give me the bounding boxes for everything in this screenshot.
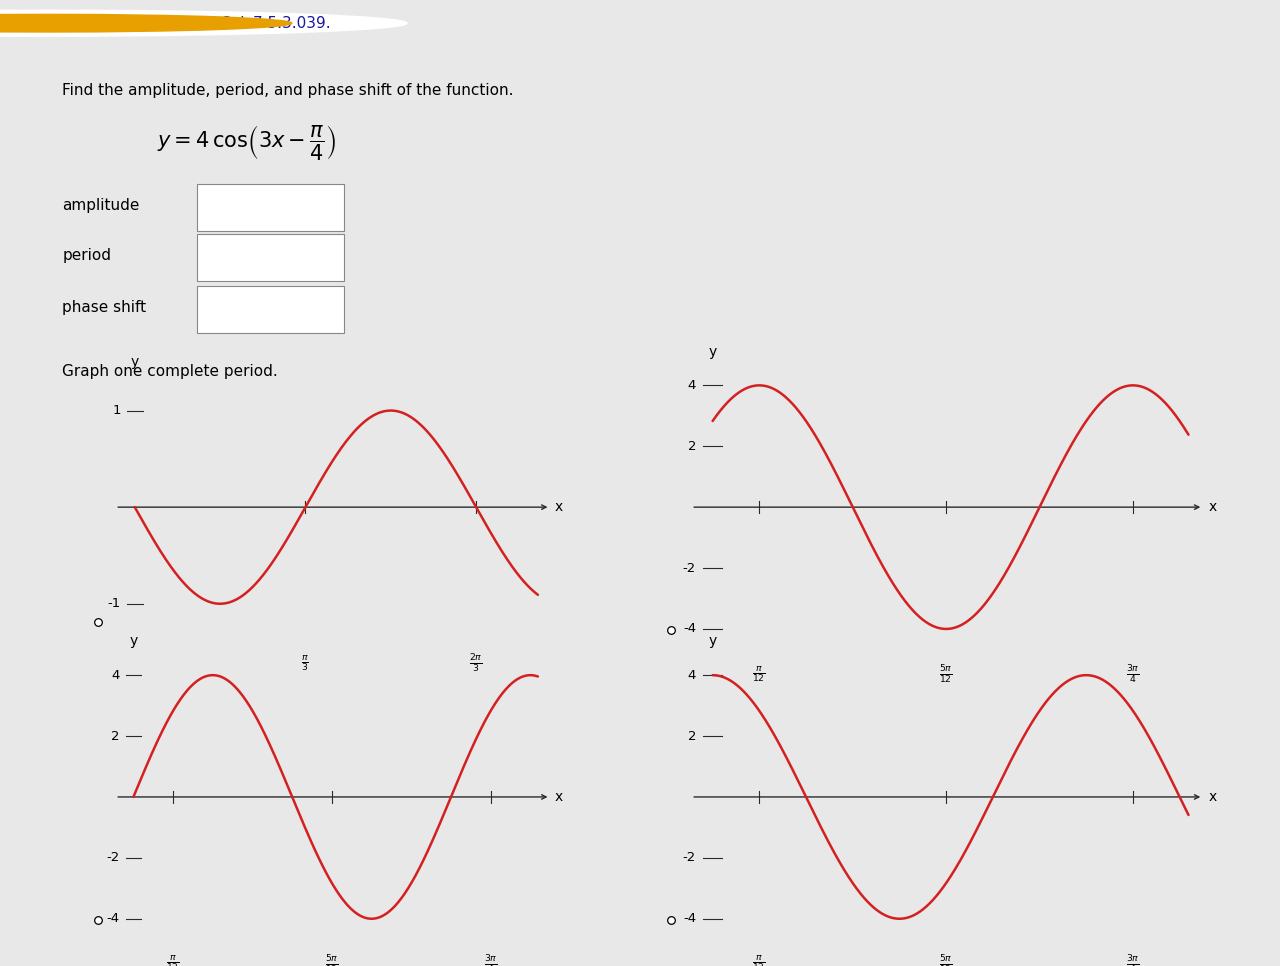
- Text: 4: 4: [687, 379, 696, 392]
- Text: y: y: [709, 635, 717, 648]
- Text: 2: 2: [687, 440, 696, 453]
- Text: $\frac{5\pi}{12}$: $\frac{5\pi}{12}$: [940, 664, 954, 686]
- Text: $\frac{5\pi}{12}$: $\frac{5\pi}{12}$: [940, 953, 954, 966]
- Text: 14.: 14.: [15, 14, 45, 32]
- Text: $\frac{3\pi}{4}$: $\frac{3\pi}{4}$: [484, 953, 498, 966]
- Text: $\frac{\pi}{12}$: $\frac{\pi}{12}$: [166, 953, 180, 966]
- Text: Find the amplitude, period, and phase shift of the function.: Find the amplitude, period, and phase sh…: [63, 83, 515, 98]
- Text: phase shift: phase shift: [63, 300, 146, 315]
- Text: $\frac{\pi}{12}$: $\frac{\pi}{12}$: [753, 664, 767, 684]
- Text: $\frac{3\pi}{4}$: $\frac{3\pi}{4}$: [1126, 953, 1139, 966]
- Text: x: x: [1208, 500, 1216, 514]
- Text: 4: 4: [111, 668, 119, 682]
- Text: $\frac{3\pi}{4}$: $\frac{3\pi}{4}$: [1126, 664, 1139, 686]
- Text: amplitude: amplitude: [63, 198, 140, 213]
- Text: 2: 2: [687, 729, 696, 743]
- Text: y: y: [129, 635, 137, 648]
- Text: x: x: [1208, 790, 1216, 804]
- Text: -4: -4: [106, 912, 119, 925]
- FancyBboxPatch shape: [197, 234, 344, 281]
- Text: $\frac{2\pi}{3}$: $\frac{2\pi}{3}$: [470, 653, 483, 675]
- Text: -2: -2: [682, 851, 696, 865]
- Text: y: y: [131, 355, 140, 369]
- Circle shape: [0, 11, 407, 36]
- Text: -4: -4: [684, 912, 696, 925]
- Text: -2: -2: [682, 561, 696, 575]
- Text: 2: 2: [111, 729, 119, 743]
- FancyBboxPatch shape: [197, 185, 344, 232]
- Text: -1: -1: [108, 597, 120, 611]
- Text: period: period: [63, 248, 111, 264]
- Text: 4: 4: [687, 668, 696, 682]
- Text: x: x: [554, 500, 563, 514]
- Text: 1: 1: [113, 404, 120, 417]
- Text: Graph one complete period.: Graph one complete period.: [63, 364, 278, 379]
- Text: $\frac{\pi}{12}$: $\frac{\pi}{12}$: [753, 953, 767, 966]
- Text: -2: -2: [106, 851, 119, 865]
- Text: SPreCalc7 5.3.039.: SPreCalc7 5.3.039.: [186, 15, 330, 31]
- Circle shape: [0, 14, 292, 32]
- FancyBboxPatch shape: [197, 286, 344, 333]
- Text: y: y: [709, 345, 717, 358]
- Text: $\frac{5\pi}{12}$: $\frac{5\pi}{12}$: [325, 953, 339, 966]
- Text: x: x: [554, 790, 563, 804]
- Text: $y = 4\,\cos\!\left(3x - \dfrac{\pi}{4}\right)$: $y = 4\,\cos\!\left(3x - \dfrac{\pi}{4}\…: [156, 123, 335, 161]
- Text: −/3.33 points: −/3.33 points: [67, 15, 182, 31]
- Text: -4: -4: [684, 622, 696, 636]
- Text: $\frac{\pi}{3}$: $\frac{\pi}{3}$: [302, 653, 310, 672]
